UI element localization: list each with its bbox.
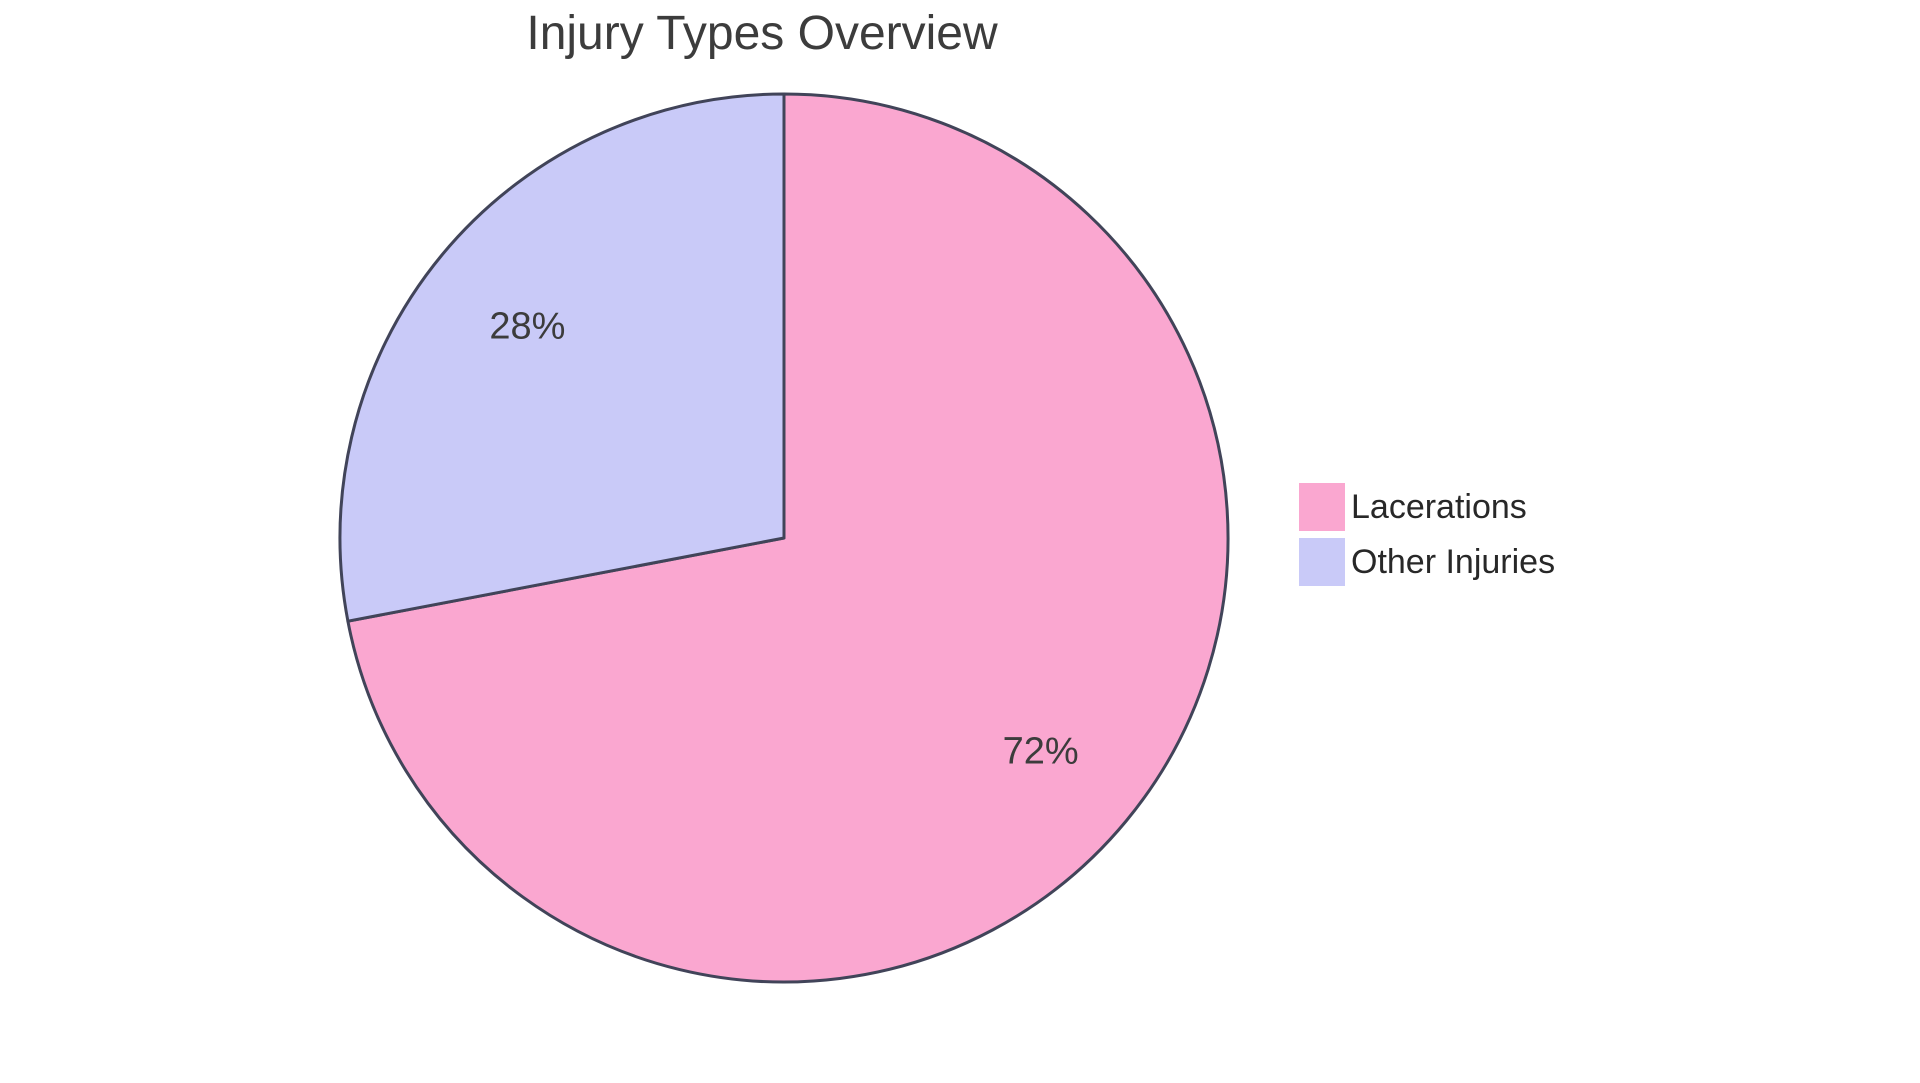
slice-percent-label-lacerations: 72% <box>1003 730 1079 772</box>
legend-label-lacerations: Lacerations <box>1351 488 1527 526</box>
legend-item-lacerations[interactable]: Lacerations <box>1299 483 1555 531</box>
pie-slice-lacerations[interactable] <box>346 92 1230 984</box>
legend-label-other-injuries: Other Injuries <box>1351 543 1556 581</box>
legend-swatch-lacerations <box>1299 483 1345 531</box>
slice-percent-label-other-injuries: 28% <box>489 306 565 348</box>
legend-swatch-other-injuries <box>1299 538 1345 586</box>
chart-title: Injury Types Overview <box>526 7 998 60</box>
legend: Lacerations Other Injuries <box>1299 483 1555 586</box>
legend-item-other-injuries[interactable]: Other Injuries <box>1299 538 1555 586</box>
pie-slice-other-injuries[interactable] <box>338 92 786 623</box>
